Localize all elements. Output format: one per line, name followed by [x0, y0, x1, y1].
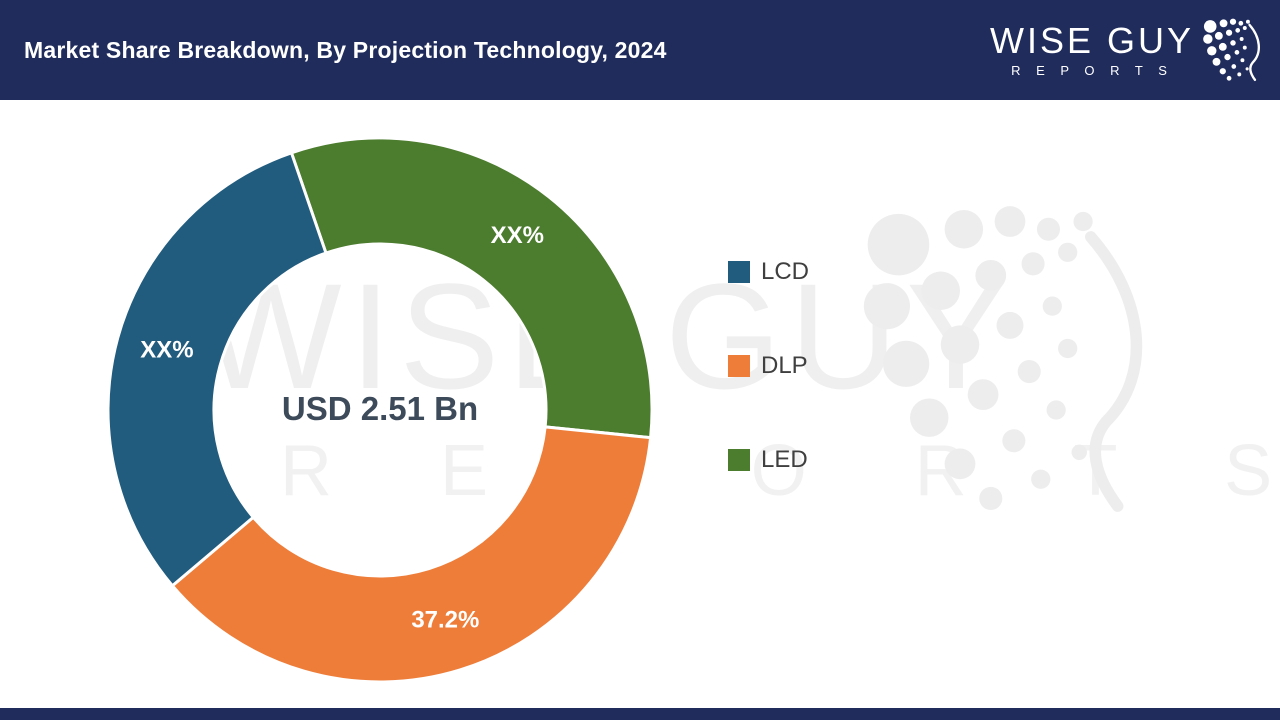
legend-item-led: LED	[728, 446, 809, 474]
pie-label-lcd: XX%	[140, 337, 193, 364]
legend-item-lcd: LCD	[728, 258, 809, 286]
logo-text: WISE GUY R E P O R T S	[989, 19, 1194, 78]
header: Market Share Breakdown, By Projection Te…	[0, 0, 1280, 100]
pie-label-led: XX%	[491, 222, 544, 249]
footer-bar	[0, 708, 1280, 720]
logo-subtitle: R E P O R T S	[1011, 62, 1173, 78]
legend-swatch-dlp	[728, 355, 750, 377]
pie-segment-led	[289, 136, 654, 440]
chart-area: WISE GUY R E P O R T S XX% 37.2% XX% USD 2…	[0, 100, 1280, 708]
pie-segment-lcd	[106, 150, 328, 588]
watermark-head-icon	[860, 190, 1160, 530]
legend-swatch-led	[728, 449, 750, 471]
legend: LCD DLP LED	[728, 258, 809, 474]
logo-wordmark: WISE GUY	[989, 19, 1194, 61]
pie-label-dlp: 37.2%	[411, 606, 479, 633]
chart-center-value: USD 2.51 Bn	[281, 390, 479, 427]
logo-head-icon	[1202, 17, 1261, 82]
page-title: Market Share Breakdown, By Projection Te…	[24, 36, 667, 63]
pie-segment-dlp	[170, 425, 653, 684]
legend-swatch-lcd	[728, 261, 750, 283]
legend-label: LCD	[761, 258, 810, 285]
legend-label: DLP	[761, 352, 808, 379]
donut-chart: XX% 37.2% XX%	[106, 136, 654, 684]
legend-item-dlp: DLP	[728, 352, 809, 380]
brand-logo: WISE GUY R E P O R T S	[990, 17, 1264, 83]
legend-label: LED	[761, 446, 808, 473]
